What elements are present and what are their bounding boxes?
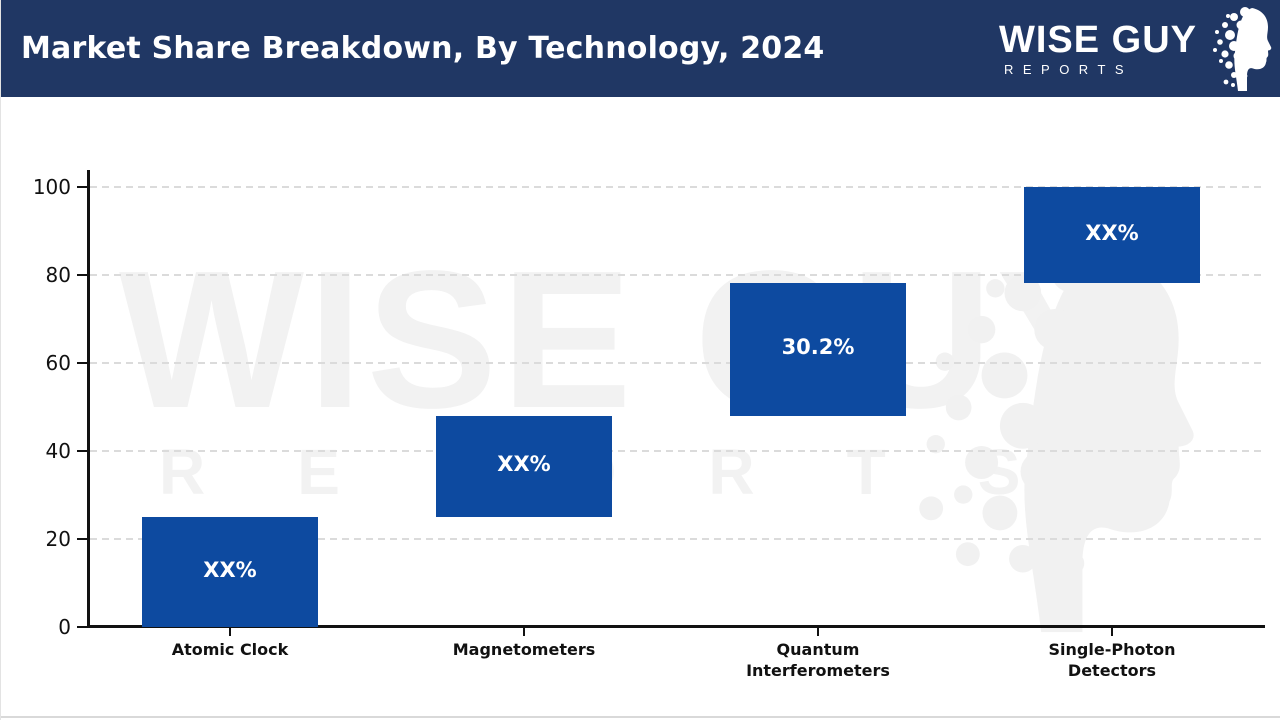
y-tick-label-60: 60 [45, 351, 71, 375]
bar-1 [436, 415, 612, 517]
logo-text: WISE GUY REPORTS [999, 20, 1197, 77]
logo-wordmark: WISE GUY [998, 18, 1197, 61]
bottom-divider [1, 716, 1280, 718]
bar-value-label-0: XX% [203, 558, 257, 582]
gridline-100 [90, 186, 1265, 188]
y-tick-0 [77, 626, 87, 628]
y-tick-60 [77, 362, 87, 364]
y-tick-label-80: 80 [45, 263, 71, 287]
bar-2 [730, 282, 906, 416]
gridline-20 [90, 538, 1265, 540]
logo-subtext: REPORTS [1003, 61, 1134, 77]
gridline-40 [90, 450, 1265, 452]
y-tick-100 [77, 186, 87, 188]
y-tick-label-40: 40 [45, 439, 71, 463]
y-tick-label-20: 20 [45, 527, 71, 551]
category-label-1: Magnetometers [452, 640, 596, 659]
category-label-0: Atomic Clock [171, 640, 289, 659]
bar-value-label-3: XX% [1085, 220, 1139, 245]
bar-value-label-2: 30.2% [781, 335, 855, 360]
page-title: Market Share Breakdown, By Technology, 2… [21, 31, 825, 66]
y-tick-label-0: 0 [58, 615, 71, 639]
plot-area: XX% XX% 30.2% XX% [1, 97, 1280, 720]
gridline-60 [90, 362, 1265, 364]
x-axis-line [87, 625, 1265, 628]
bar-value-label-1: XX% [497, 452, 551, 477]
logo: WISE GUY REPORTS [999, 4, 1273, 92]
gridline-80 [90, 274, 1265, 276]
y-axis-line [87, 170, 90, 628]
category-label-3: Single-Photon Detectors [1048, 640, 1176, 680]
x-tick-2 [817, 628, 819, 636]
axes-layer: 0 20 40 60 80 100 Atomic Clock Magnetometers Qua… [1, 97, 1280, 720]
x-tick-0 [229, 628, 231, 636]
header-bar: Market Share Breakdown, By Technology, 2… [1, 0, 1280, 97]
bar-0 [142, 517, 318, 627]
logo-head-icon [1213, 7, 1272, 91]
y-tick-20 [77, 538, 87, 540]
category-label-2: Quantum Interferometers [746, 640, 890, 680]
y-tick-40 [77, 450, 87, 452]
y-tick-80 [77, 274, 87, 276]
y-tick-label-100: 100 [32, 175, 71, 199]
chart-area: WISE GUY REPORTS [1, 97, 1280, 720]
x-tick-1 [523, 628, 525, 636]
